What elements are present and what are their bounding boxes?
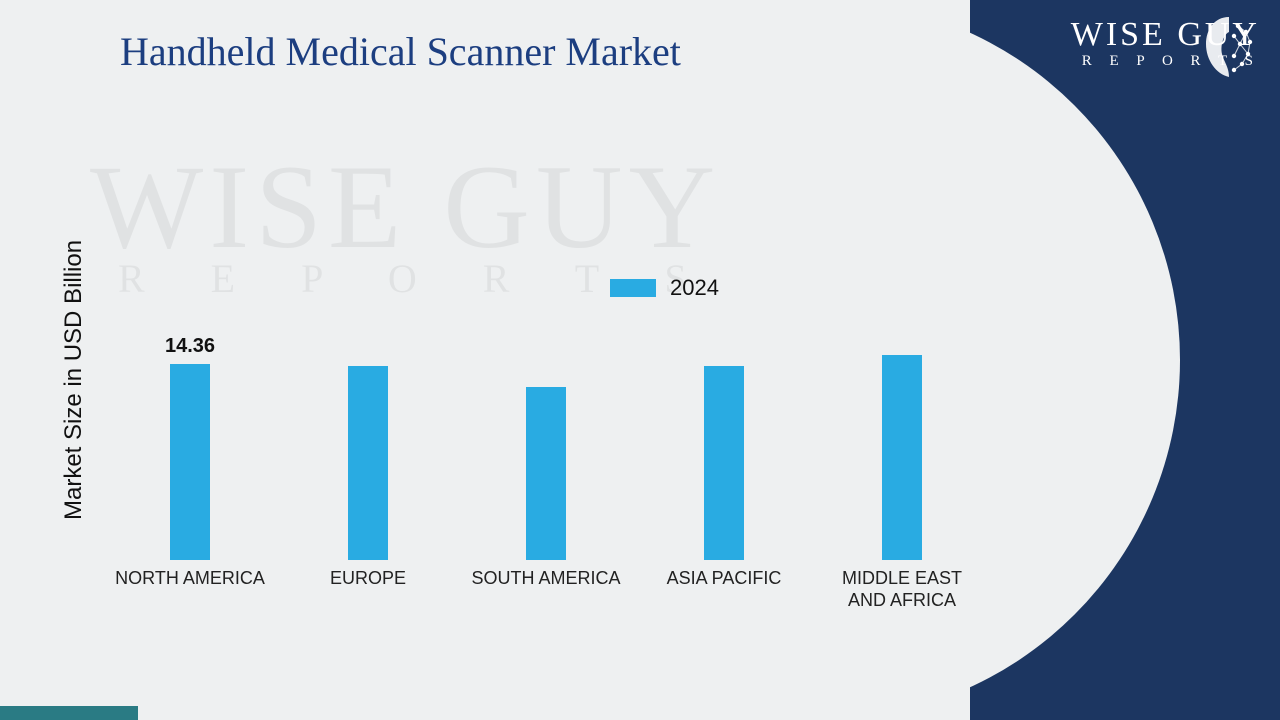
brand-logo: WISE GUY R E P O R T S <box>1071 18 1260 69</box>
bar <box>526 387 566 560</box>
bar-chart: 14.36NORTH AMERICAEUROPESOUTH AMERICAASI… <box>110 140 980 560</box>
category-label: NORTH AMERICA <box>110 568 270 590</box>
bar <box>704 366 744 560</box>
bar <box>348 366 388 560</box>
category-label: SOUTH AMERICA <box>466 568 626 590</box>
category-label: MIDDLE EAST AND AFRICA <box>822 568 982 611</box>
chart-title: Handheld Medical Scanner Market <box>120 28 681 75</box>
bar <box>170 364 210 560</box>
category-label: EUROPE <box>288 568 448 590</box>
brain-icon <box>1194 12 1264 82</box>
bottom-accent-bar <box>0 706 138 720</box>
bar <box>882 355 922 560</box>
stage: WISE GUY R E P O R T S Handheld Medical … <box>0 0 1280 720</box>
category-label: ASIA PACIFIC <box>644 568 804 590</box>
y-axis-label: Market Size in USD Billion <box>60 240 88 520</box>
bar-value-label: 14.36 <box>165 335 215 358</box>
